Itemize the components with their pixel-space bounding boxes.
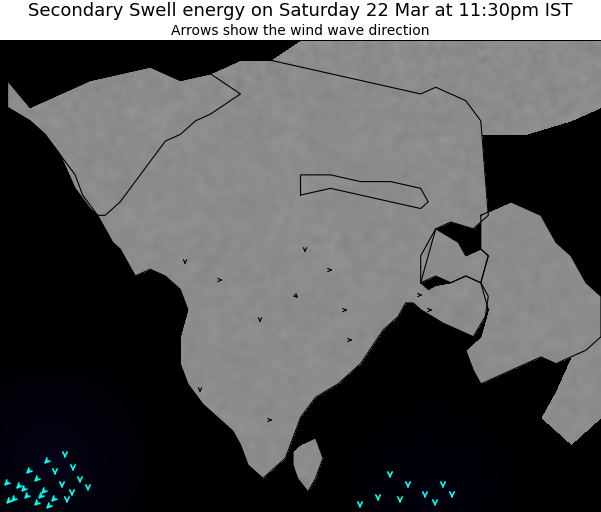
Text: Arrows show the wind wave direction: Arrows show the wind wave direction [171, 24, 430, 38]
Text: Secondary Swell energy on Saturday 22 Mar at 11:30pm IST: Secondary Swell energy on Saturday 22 Ma… [28, 2, 573, 20]
